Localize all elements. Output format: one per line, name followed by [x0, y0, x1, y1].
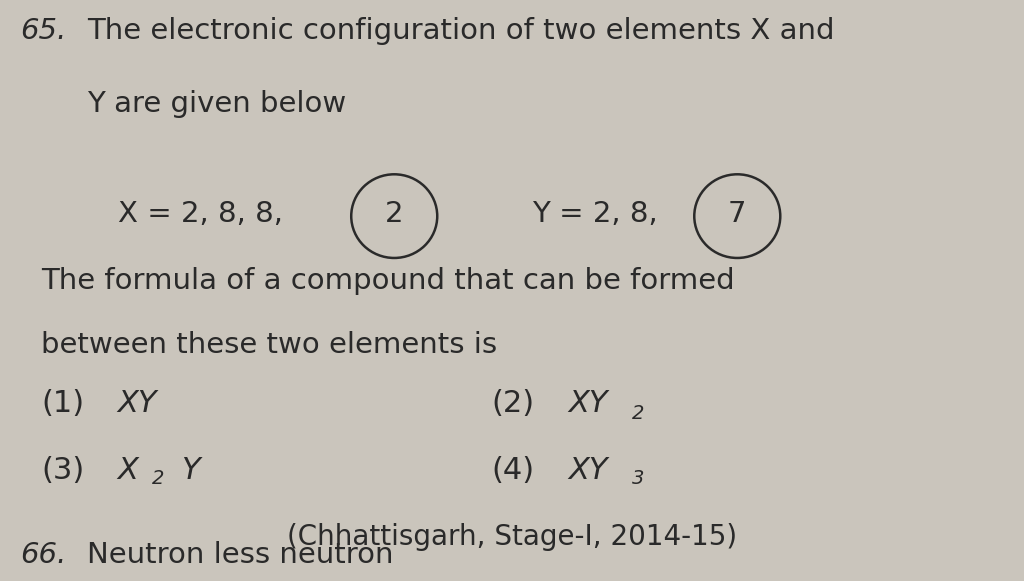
- Text: (4): (4): [492, 456, 535, 485]
- Text: 2: 2: [385, 200, 403, 228]
- Text: (Chhattisgarh, Stage-I, 2014-15): (Chhattisgarh, Stage-I, 2014-15): [287, 523, 737, 551]
- Text: XY: XY: [118, 389, 158, 418]
- Text: X = 2, 8, 8,: X = 2, 8, 8,: [118, 200, 283, 228]
- Text: XY: XY: [568, 389, 608, 418]
- Text: 65.: 65.: [20, 17, 67, 45]
- Text: 66.: 66.: [20, 541, 67, 569]
- Text: X: X: [118, 456, 138, 485]
- Text: Neutron less neutron: Neutron less neutron: [87, 541, 393, 569]
- Text: between these two elements is: between these two elements is: [41, 331, 497, 359]
- Text: Y: Y: [181, 456, 200, 485]
- Text: XY: XY: [568, 456, 608, 485]
- Text: The formula of a compound that can be formed: The formula of a compound that can be fo…: [41, 267, 734, 295]
- Text: 2: 2: [152, 469, 164, 489]
- Text: (2): (2): [492, 389, 535, 418]
- Text: Y = 2, 8,: Y = 2, 8,: [532, 200, 658, 228]
- Text: Y are given below: Y are given below: [87, 90, 346, 118]
- Text: 7: 7: [728, 200, 746, 228]
- Text: The electronic configuration of two elements X and: The electronic configuration of two elem…: [87, 17, 835, 45]
- Text: (1): (1): [41, 389, 84, 418]
- Text: 3: 3: [632, 469, 644, 489]
- Text: (3): (3): [41, 456, 84, 485]
- Text: 2: 2: [632, 404, 644, 423]
